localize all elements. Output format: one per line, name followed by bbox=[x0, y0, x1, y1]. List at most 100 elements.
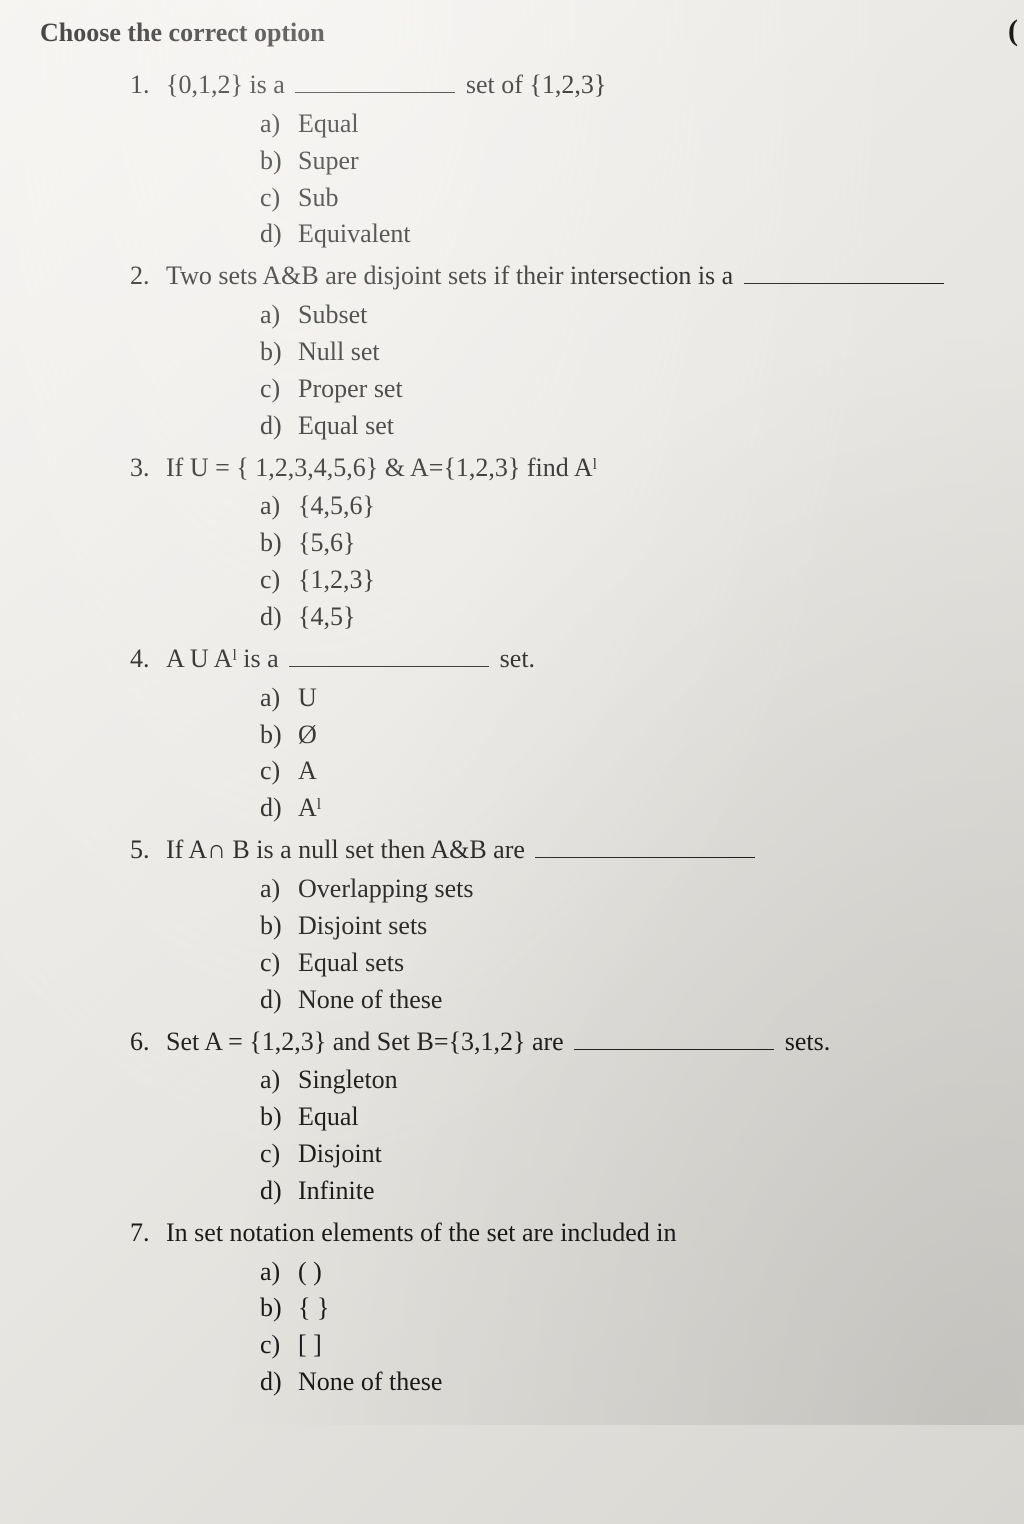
question-list: 1.{0,1,2} is a set of {1,2,3}a)Equalb)Su… bbox=[130, 66, 984, 1401]
option-label: a) bbox=[260, 297, 298, 334]
option: d)Aˡ bbox=[260, 790, 984, 827]
option-label: c) bbox=[260, 1136, 298, 1173]
question-number: 6. bbox=[130, 1023, 166, 1061]
option-text: Singleton bbox=[298, 1062, 398, 1099]
option-label: c) bbox=[260, 180, 298, 217]
page-title: Choose the correct option bbox=[40, 18, 984, 48]
option-label: a) bbox=[260, 1062, 298, 1099]
option-label: b) bbox=[260, 717, 298, 754]
option: c)[ ] bbox=[260, 1327, 984, 1364]
fill-blank bbox=[744, 260, 944, 284]
option-text: Ø bbox=[298, 717, 317, 754]
question-text-post: set. bbox=[493, 644, 535, 673]
question-number: 4. bbox=[130, 640, 166, 678]
question-line: 1.{0,1,2} is a set of {1,2,3} bbox=[130, 66, 984, 104]
option-list: a)Singletonb)Equalc)Disjointd)Infinite bbox=[260, 1062, 984, 1210]
option: a)Overlapping sets bbox=[260, 871, 984, 908]
option-text: Disjoint sets bbox=[298, 908, 427, 945]
question-text: Set A = {1,2,3} and Set B={3,1,2} are se… bbox=[166, 1023, 984, 1061]
option-text: None of these bbox=[298, 982, 442, 1019]
option: b){ } bbox=[260, 1290, 984, 1327]
option-label: a) bbox=[260, 1254, 298, 1291]
question: 4.A U Aˡ is a set.a)Ub)Øc)Ad)Aˡ bbox=[130, 640, 984, 827]
question-number: 7. bbox=[130, 1214, 166, 1252]
option-label: d) bbox=[260, 216, 298, 253]
option-text: Infinite bbox=[298, 1173, 375, 1210]
option: c)A bbox=[260, 753, 984, 790]
option-text: {4,5,6} bbox=[298, 488, 375, 525]
question-line: 2.Two sets A&B are disjoint sets if thei… bbox=[130, 257, 984, 295]
option: b)Null set bbox=[260, 334, 984, 371]
question: 7.In set notation elements of the set ar… bbox=[130, 1214, 984, 1401]
option: a)U bbox=[260, 680, 984, 717]
option-label: b) bbox=[260, 1290, 298, 1327]
question-line: 5.If A∩ B is a null set then A&B are bbox=[130, 831, 984, 869]
option-list: a)Overlapping setsb)Disjoint setsc)Equal… bbox=[260, 871, 984, 1019]
question-line: 6.Set A = {1,2,3} and Set B={3,1,2} are … bbox=[130, 1023, 984, 1061]
option-label: d) bbox=[260, 1173, 298, 1210]
option-text: {1,2,3} bbox=[298, 562, 375, 599]
option: d)Equivalent bbox=[260, 216, 984, 253]
option-label: d) bbox=[260, 982, 298, 1019]
question-text-pre: Set A = {1,2,3} and Set B={3,1,2} are bbox=[166, 1027, 570, 1056]
question-number: 3. bbox=[130, 449, 166, 487]
option-text: Equivalent bbox=[298, 216, 411, 253]
question-text: In set notation elements of the set are … bbox=[166, 1214, 984, 1252]
option-text: Equal bbox=[298, 106, 359, 143]
question: 2.Two sets A&B are disjoint sets if thei… bbox=[130, 257, 984, 444]
option-text: Super bbox=[298, 143, 359, 180]
option-text: None of these bbox=[298, 1364, 442, 1401]
option: b)Disjoint sets bbox=[260, 908, 984, 945]
option-label: b) bbox=[260, 908, 298, 945]
option: d){4,5} bbox=[260, 599, 984, 636]
fill-blank bbox=[574, 1025, 774, 1049]
option-label: b) bbox=[260, 334, 298, 371]
fill-blank bbox=[289, 643, 489, 667]
question-text-pre: In set notation elements of the set are … bbox=[166, 1218, 676, 1247]
option-text: Sub bbox=[298, 180, 338, 217]
option-label: c) bbox=[260, 371, 298, 408]
option-text: U bbox=[298, 680, 317, 717]
option: b)Super bbox=[260, 143, 984, 180]
option-label: a) bbox=[260, 106, 298, 143]
fill-blank bbox=[295, 69, 455, 93]
option: a)Subset bbox=[260, 297, 984, 334]
option: d)Equal set bbox=[260, 408, 984, 445]
question-number: 2. bbox=[130, 257, 166, 295]
option-list: a)Subsetb)Null setc)Proper setd)Equal se… bbox=[260, 297, 984, 445]
question-text-pre: {0,1,2} is a bbox=[166, 70, 291, 99]
option-label: a) bbox=[260, 680, 298, 717]
question-number: 5. bbox=[130, 831, 166, 869]
option: b){5,6} bbox=[260, 525, 984, 562]
option: c){1,2,3} bbox=[260, 562, 984, 599]
option: a){4,5,6} bbox=[260, 488, 984, 525]
question-text: If U = { 1,2,3,4,5,6} & A={1,2,3} find A… bbox=[166, 449, 984, 487]
option: a)Equal bbox=[260, 106, 984, 143]
option-label: c) bbox=[260, 945, 298, 982]
question-text-pre: If U = { 1,2,3,4,5,6} & A={1,2,3} find A… bbox=[166, 453, 597, 482]
option-list: a)Ub)Øc)Ad)Aˡ bbox=[260, 680, 984, 828]
option: c)Proper set bbox=[260, 371, 984, 408]
question-text-post: set of {1,2,3} bbox=[459, 70, 606, 99]
question-text-pre: A U Aˡ is a bbox=[166, 644, 285, 673]
option-label: c) bbox=[260, 1327, 298, 1364]
option-label: d) bbox=[260, 1364, 298, 1401]
question-text: If A∩ B is a null set then A&B are bbox=[166, 831, 984, 869]
option-label: b) bbox=[260, 1099, 298, 1136]
option: a)( ) bbox=[260, 1254, 984, 1291]
question: 1.{0,1,2} is a set of {1,2,3}a)Equalb)Su… bbox=[130, 66, 984, 253]
option: d)Infinite bbox=[260, 1173, 984, 1210]
option-text: Subset bbox=[298, 297, 367, 334]
option-label: c) bbox=[260, 753, 298, 790]
question-text: A U Aˡ is a set. bbox=[166, 640, 984, 678]
option-text: Overlapping sets bbox=[298, 871, 473, 908]
question-text: Two sets A&B are disjoint sets if their … bbox=[166, 257, 984, 295]
option-text: Equal sets bbox=[298, 945, 404, 982]
option-text: ( ) bbox=[298, 1254, 322, 1291]
question-text-pre: If A∩ B is a null set then A&B are bbox=[166, 835, 531, 864]
option: d)None of these bbox=[260, 982, 984, 1019]
question-line: 3.If U = { 1,2,3,4,5,6} & A={1,2,3} find… bbox=[130, 449, 984, 487]
question: 5.If A∩ B is a null set then A&B are a)O… bbox=[130, 831, 984, 1018]
option: d)None of these bbox=[260, 1364, 984, 1401]
option-label: a) bbox=[260, 488, 298, 525]
